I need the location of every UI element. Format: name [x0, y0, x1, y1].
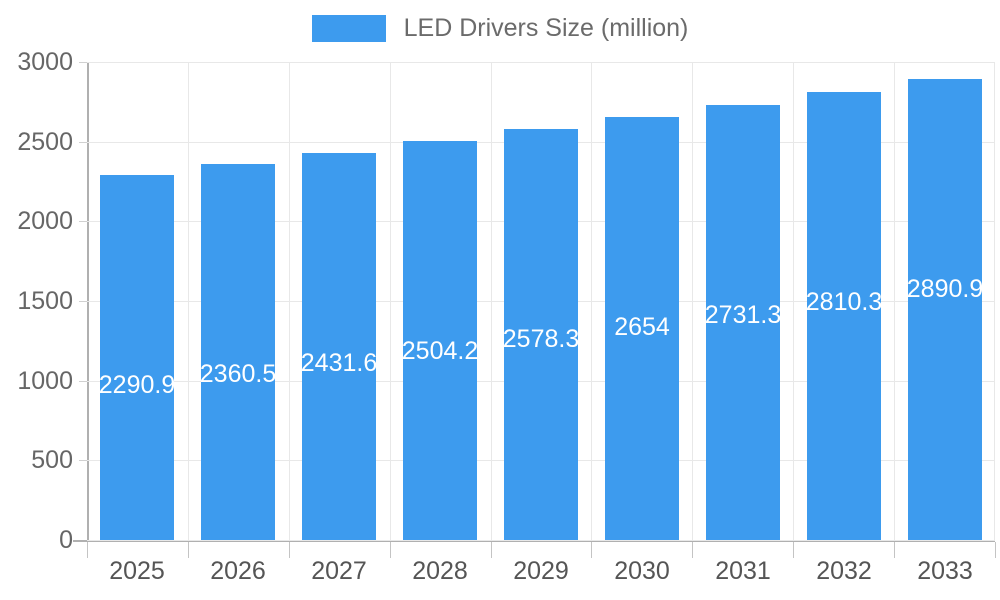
- gridline-vertical: [793, 62, 794, 540]
- x-axis-tick: [995, 542, 996, 558]
- y-axis-tick: [79, 142, 87, 143]
- x-axis-tick-label: 2032: [816, 557, 872, 585]
- bar[interactable]: [908, 79, 982, 540]
- chart-legend: LED Drivers Size (million): [0, 0, 1000, 56]
- legend-color-swatch-icon: [311, 14, 386, 42]
- y-axis-tick-label: 2000: [17, 207, 73, 235]
- y-axis-tick-label: 1000: [17, 367, 73, 395]
- bar[interactable]: [605, 117, 679, 540]
- x-axis-tick-label: 2028: [412, 557, 468, 585]
- gridline-vertical: [894, 62, 895, 540]
- x-axis-tick: [591, 542, 592, 558]
- legend-label: LED Drivers Size (million): [403, 13, 689, 42]
- y-axis-tick-label: 3000: [17, 48, 73, 76]
- x-axis-tick: [390, 542, 391, 558]
- x-axis-tick: [894, 542, 895, 558]
- bar[interactable]: [807, 92, 881, 540]
- x-axis-line: [73, 540, 995, 542]
- x-axis-tick-label: 2030: [614, 557, 670, 585]
- bar[interactable]: [302, 153, 376, 540]
- legend-item-led-drivers-size[interactable]: LED Drivers Size (million): [311, 13, 689, 42]
- y-axis-tick-label: 0: [59, 526, 73, 554]
- y-axis-tick-label: 500: [31, 446, 73, 474]
- x-axis-tick: [692, 542, 693, 558]
- bar[interactable]: [100, 175, 174, 540]
- gridline-vertical: [188, 62, 189, 540]
- x-axis-tick-label: 2027: [311, 557, 367, 585]
- bar[interactable]: [706, 105, 780, 540]
- gridline-horizontal: [87, 62, 995, 63]
- y-axis-tick: [79, 221, 87, 222]
- x-axis-tick: [188, 542, 189, 558]
- x-axis-tick: [793, 542, 794, 558]
- y-axis-tick-label: 2500: [17, 128, 73, 156]
- x-axis-tick: [491, 542, 492, 558]
- bar[interactable]: [504, 129, 578, 540]
- gridline-vertical: [390, 62, 391, 540]
- y-axis-tick: [79, 62, 87, 63]
- bar[interactable]: [201, 164, 275, 540]
- gridline-horizontal: [87, 540, 995, 541]
- y-axis-tick: [79, 381, 87, 382]
- y-axis-tick-label: 1500: [17, 287, 73, 315]
- plot-right-edge: [994, 62, 995, 540]
- gridline-vertical: [289, 62, 290, 540]
- bar[interactable]: [403, 141, 477, 540]
- x-axis-tick-label: 2033: [917, 557, 973, 585]
- y-axis-tick: [79, 301, 87, 302]
- gridline-vertical: [491, 62, 492, 540]
- x-axis-tick-label: 2031: [715, 557, 771, 585]
- x-axis-tick-label: 2025: [109, 557, 165, 585]
- gridline-vertical: [591, 62, 592, 540]
- gridline-vertical: [692, 62, 693, 540]
- x-axis-tick: [289, 542, 290, 558]
- x-axis-tick-label: 2029: [513, 557, 569, 585]
- plot-area: 2290.9 2360.5 2431.6 2504.2 2578.3 2654 2731.3…: [87, 62, 995, 541]
- y-axis-tick: [79, 460, 87, 461]
- x-axis-tick: [87, 542, 88, 558]
- x-axis-tick-label: 2026: [210, 557, 266, 585]
